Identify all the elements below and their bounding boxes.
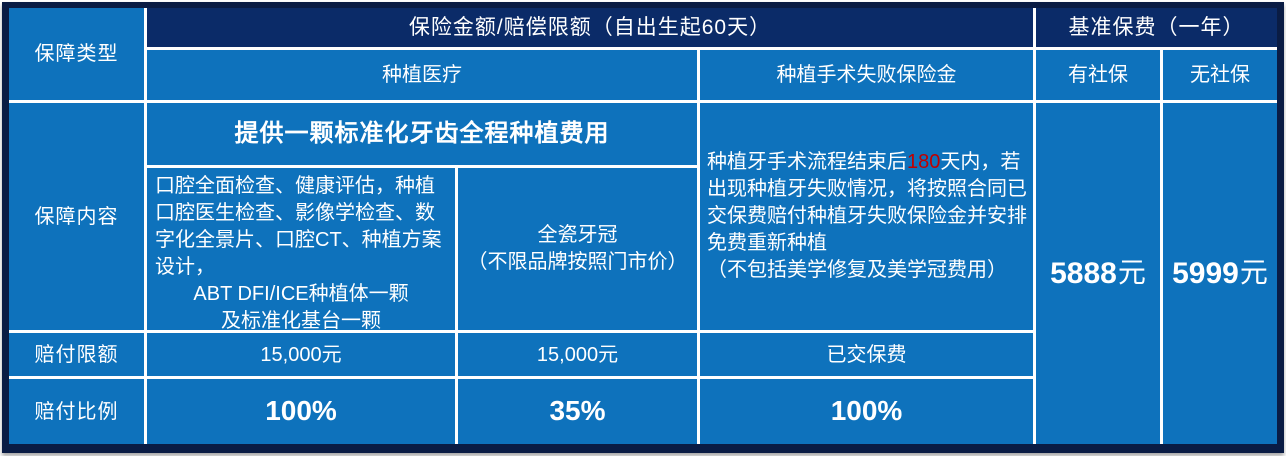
medical-detail-paragraph: 口腔全面检查、健康评估，种植口腔医生检查、影像学检查、数字化全景片、口腔CT、种… (155, 175, 442, 278)
premium-without-social-value: 5999 (1172, 257, 1239, 290)
cell-ceramic-crown: 全瓷牙冠 （不限品牌按照门市价） (458, 168, 697, 330)
cell-limit-crown: 15,000元 (458, 333, 697, 376)
cell-implant-medical-detail: 口腔全面检查、健康评估，种植口腔医生检查、影像学检查、数字化全景片、口腔CT、种… (147, 168, 455, 330)
failure-exclusion-note: （不包括美学修复及美学冠费用） (707, 259, 1007, 281)
cell-limit-medical: 15,000元 (147, 333, 455, 376)
col-header-without-social-security: 无社保 (1163, 50, 1277, 100)
cell-ratio-failure: 100% (700, 379, 1033, 444)
medical-detail-implant-line: ABT DFI/ICE种植体一颗 (193, 283, 409, 305)
col-header-implant-medical: 种植医疗 (147, 50, 697, 100)
failure-text-pre: 种植牙手术流程结束后 (707, 151, 907, 173)
cell-premium-without-social: 5999 元 (1163, 103, 1277, 444)
cell-limit-failure: 已交保费 (700, 333, 1033, 376)
premium-with-social-unit: 元 (1117, 257, 1146, 289)
col-header-with-social-security: 有社保 (1036, 50, 1160, 100)
row-label-payout-ratio: 赔付比例 (9, 379, 144, 444)
row-label-coverage-content: 保障内容 (9, 103, 144, 330)
cell-premium-with-social: 5888 元 (1036, 103, 1160, 444)
cell-failure-insurance-detail: 种植牙手术流程结束后180天内，若出现种植牙失败情况，将按照合同已交保费赔付种植… (700, 103, 1033, 330)
header-insured-amount: 保险金额/赔偿限额（自出生起60天） (147, 8, 1033, 47)
table-grid: 保障类型 保险金额/赔偿限额（自出生起60天） 基准保费（一年） 种植医疗 种植… (9, 8, 1277, 444)
crown-note: （不限品牌按照门市价） (467, 251, 688, 273)
failure-days-highlight: 180 (907, 151, 941, 173)
col-header-failure-insurance: 种植手术失败保险金 (700, 50, 1033, 100)
medical-detail-abutment-line: 及标准化基台一颗 (221, 310, 381, 330)
premium-without-social-unit: 元 (1239, 257, 1268, 289)
cell-implant-package-title: 提供一颗标准化牙齿全程种植费用 (147, 103, 697, 165)
row-label-coverage-type: 保障类型 (9, 8, 144, 100)
cell-ratio-crown: 35% (458, 379, 697, 444)
failure-detail-text: 种植牙手术流程结束后180天内，若出现种植牙失败情况，将按照合同已交保费赔付种植… (707, 149, 1029, 257)
row-label-payout-limit: 赔付限额 (9, 333, 144, 376)
crown-name: 全瓷牙冠 (537, 224, 618, 246)
cell-ratio-medical: 100% (147, 379, 455, 444)
premium-with-social-value: 5888 (1050, 257, 1117, 290)
header-base-premium: 基准保费（一年） (1036, 8, 1277, 47)
failure-text-post: 天内，若出现种植牙失败情况，将按照合同已交保费赔付种植牙失败保险金并安排免费重新… (707, 151, 1027, 254)
